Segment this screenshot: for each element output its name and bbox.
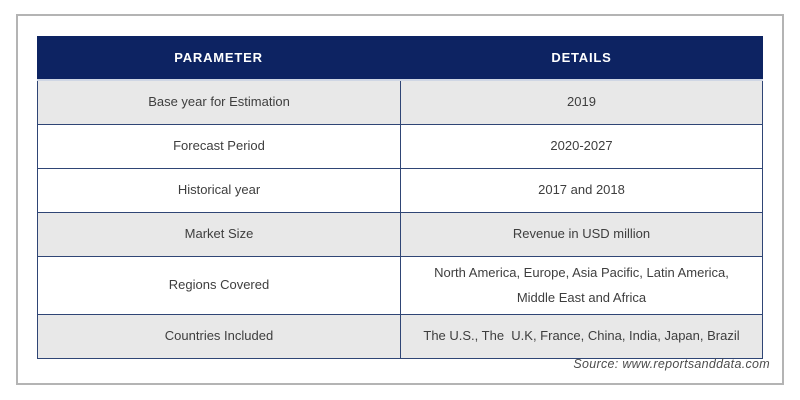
parameter-cell: Base year for Estimation (148, 94, 290, 110)
detail-cell: The U.S., The U.K, France, China, India,… (400, 315, 762, 358)
detail-cell: 2020-2027 (400, 125, 762, 168)
column-header-details: DETAILS (551, 50, 612, 65)
table-row: Base year for Estimation 2019 (38, 81, 762, 125)
parameter-cell: Regions Covered (168, 277, 270, 293)
detail-cell: 2017 and 2018 (400, 169, 762, 212)
table-row: Regions Covered North America, Europe, A… (38, 257, 762, 315)
source-note: Source: www.reportsanddata.com (573, 357, 770, 371)
column-header-parameter: PARAMETER (174, 50, 263, 65)
table-row: Historical year 2017 and 2018 (38, 169, 762, 213)
detail-cell: North America, Europe, Asia Pacific, Lat… (400, 257, 762, 314)
parameter-cell: Countries Included (164, 328, 274, 344)
table-header-row: PARAMETER DETAILS (37, 36, 763, 81)
parameter-cell: Forecast Period (173, 138, 265, 154)
report-scope-table: PARAMETER DETAILS Base year for Estimati… (37, 36, 763, 359)
parameter-cell: Market Size (184, 226, 254, 242)
detail-cell: 2019 (400, 81, 762, 124)
parameter-cell: Historical year (177, 182, 261, 198)
table-row: Forecast Period 2020-2027 (38, 125, 762, 169)
table-body: Base year for Estimation 2019 Forecast P… (37, 81, 763, 359)
table-row: Market Size Revenue in USD million (38, 213, 762, 257)
detail-cell: Revenue in USD million (400, 213, 762, 256)
table-row: Countries Included The U.S., The U.K, Fr… (38, 315, 762, 358)
